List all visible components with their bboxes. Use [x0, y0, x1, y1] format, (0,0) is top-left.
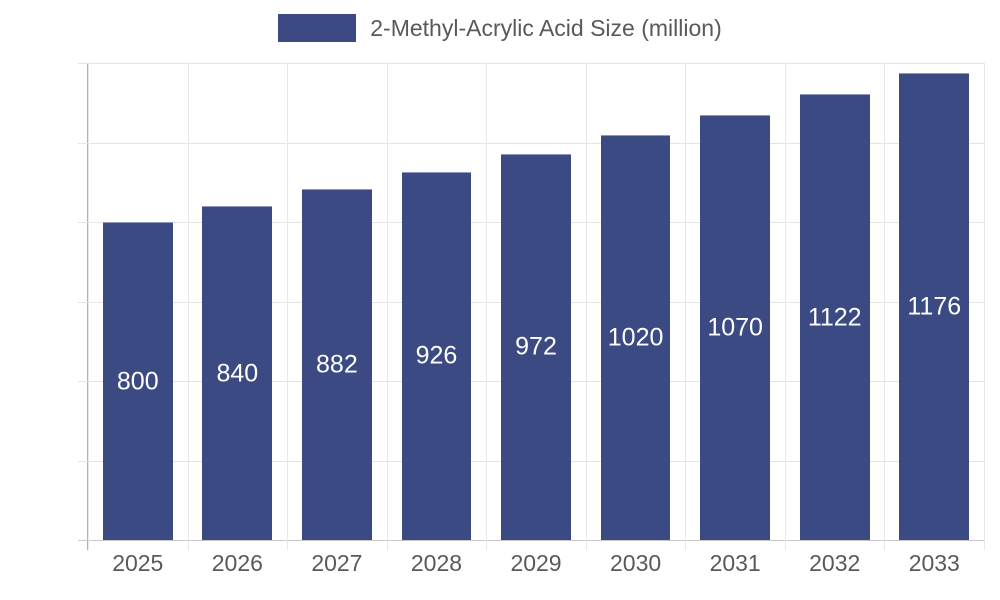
- bar-band: 800: [88, 63, 188, 540]
- gridline-horizontal: [78, 142, 984, 144]
- gridline-vertical: [187, 63, 189, 550]
- gridline-vertical: [287, 63, 289, 550]
- bar[interactable]: 840: [202, 206, 273, 540]
- bar[interactable]: 972: [501, 153, 571, 540]
- bar[interactable]: 882: [302, 189, 372, 540]
- gridline-vertical: [386, 63, 388, 550]
- bar-value-label: 926: [415, 341, 458, 370]
- bar-band: 926: [387, 63, 487, 540]
- x-axis-tick-label: 2029: [510, 550, 562, 576]
- bar-band: 1176: [885, 63, 985, 540]
- x-axis-tick-label: 2027: [311, 550, 363, 576]
- bar-band: 1020: [586, 63, 686, 540]
- bar-value-label: 840: [216, 359, 259, 388]
- bar-value-label: 1070: [707, 313, 763, 342]
- bar-value-label: 1176: [907, 292, 962, 321]
- x-axis-tick-label: 2032: [809, 550, 861, 576]
- x-axis-ticks: 2025 2026 2027 2028 2029 2030 2031 2032 2033: [88, 552, 984, 592]
- bar[interactable]: 1122: [799, 94, 870, 540]
- bar[interactable]: 800: [102, 222, 173, 540]
- bar[interactable]: 1176: [899, 72, 970, 540]
- gridline-vertical: [585, 63, 587, 550]
- plot-area: 020040060080010001200 800840882926972102…: [78, 63, 985, 550]
- gridline-vertical: [784, 63, 786, 550]
- bar-value-label: 1122: [807, 303, 862, 331]
- bar[interactable]: 926: [401, 171, 472, 540]
- bar-band: 882: [287, 63, 387, 540]
- legend-item-0[interactable]: 2-Methyl-Acrylic Acid Size (million): [278, 14, 722, 42]
- gridline-horizontal: [78, 540, 984, 541]
- x-axis-tick-label: 2033: [908, 550, 960, 576]
- bar-value-label: 1020: [607, 323, 664, 352]
- x-axis-tick-label: 2030: [610, 550, 662, 576]
- gridline-vertical: [984, 63, 985, 550]
- x-axis-tick-label: 2026: [211, 550, 263, 576]
- bar-series: 800 840 882 926 972 1020 1070 1122 1176: [88, 63, 984, 540]
- gridline-vertical: [486, 63, 488, 550]
- chart-legend: 2-Methyl-Acrylic Acid Size (million): [0, 10, 1000, 46]
- x-axis-tick-label: 2025: [112, 550, 164, 576]
- bar-band: 972: [486, 63, 586, 540]
- bar[interactable]: 1020: [600, 134, 671, 540]
- legend-swatch-icon: [278, 14, 357, 42]
- x-axis-tick-label: 2031: [709, 550, 761, 576]
- gridline-vertical: [88, 63, 89, 550]
- gridline-vertical: [685, 63, 687, 550]
- bar[interactable]: 1070: [700, 114, 770, 540]
- bar-band: 1122: [785, 63, 885, 540]
- bar-value-label: 972: [515, 332, 557, 361]
- legend-label: 2-Methyl-Acrylic Acid Size (million): [370, 14, 722, 41]
- bar-band: 840: [188, 63, 288, 540]
- x-axis-tick-label: 2028: [410, 550, 463, 576]
- bar-value-label: 800: [116, 367, 159, 395]
- bar-band: 1070: [685, 63, 785, 540]
- bar-value-label: 882: [316, 350, 358, 379]
- gridline-vertical: [884, 63, 886, 550]
- gridline-horizontal: [78, 63, 984, 64]
